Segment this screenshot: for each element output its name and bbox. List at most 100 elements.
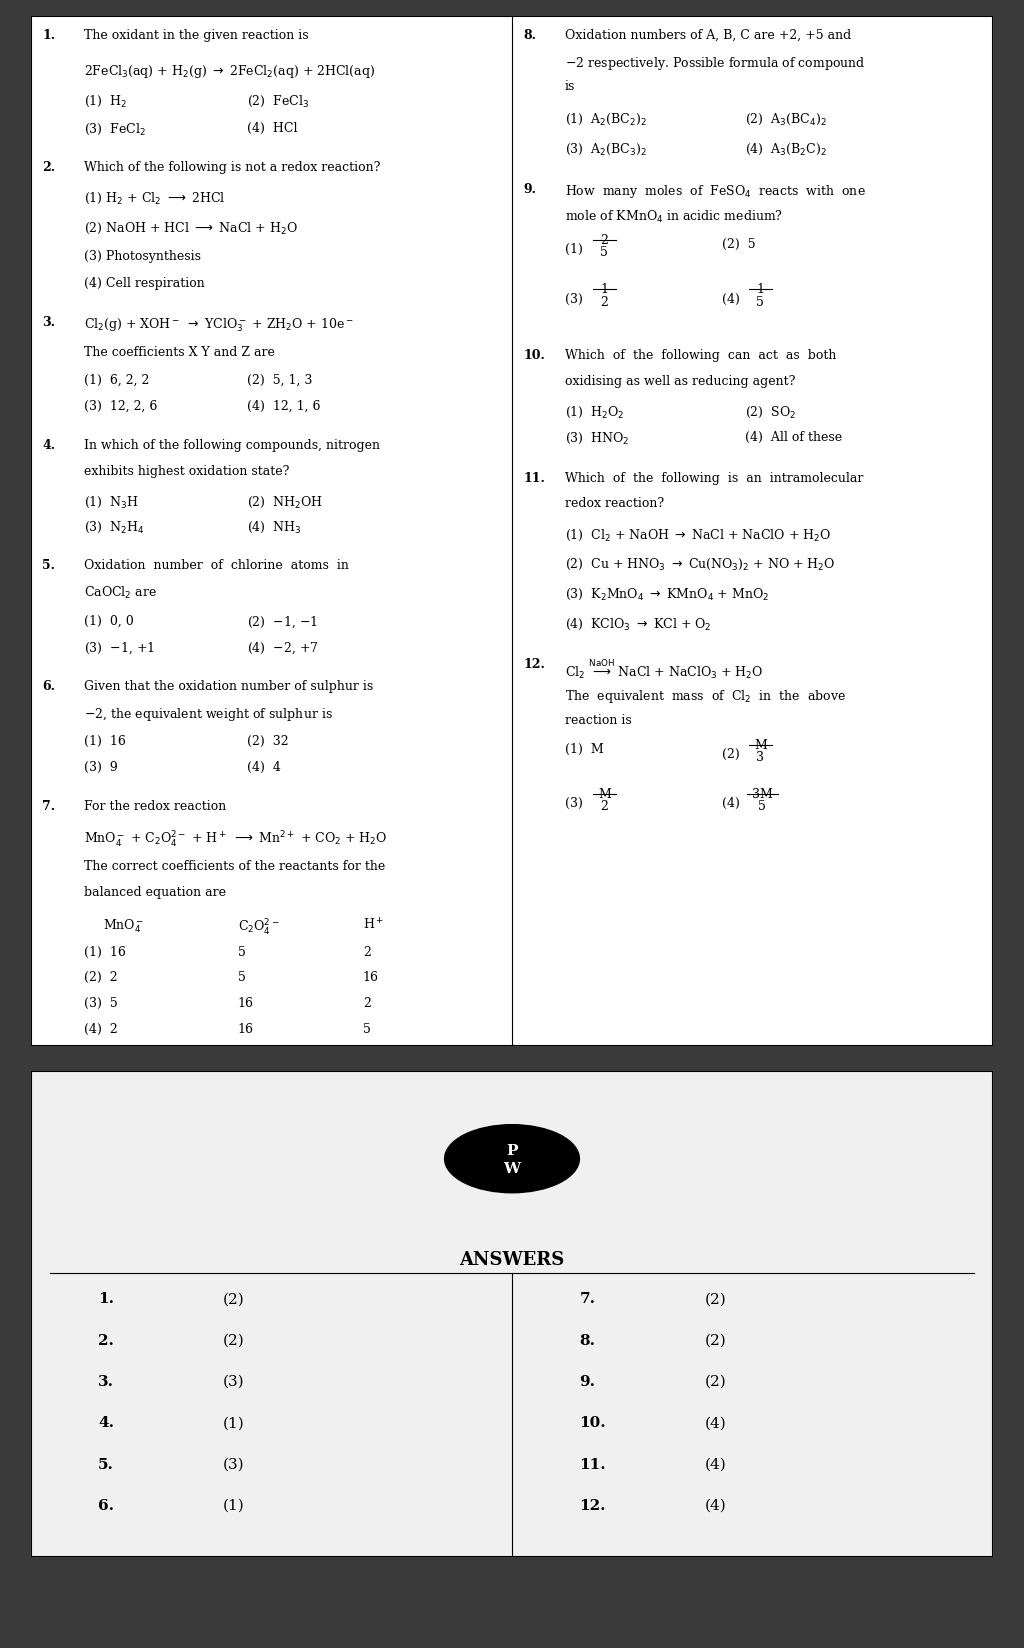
Text: (2)  NH$_2$OH: (2) NH$_2$OH [248, 494, 324, 509]
Text: P: P [506, 1144, 518, 1159]
Text: 12.: 12. [523, 658, 546, 671]
Text: (1): (1) [223, 1500, 245, 1513]
Text: (3)  5: (3) 5 [84, 997, 118, 1010]
Text: (4)  2: (4) 2 [84, 1023, 118, 1037]
Text: 5.: 5. [98, 1458, 114, 1472]
Text: 2: 2 [600, 295, 608, 308]
Text: (4)  KClO$_3$ $\rightarrow$ KCl + O$_2$: (4) KClO$_3$ $\rightarrow$ KCl + O$_2$ [565, 616, 712, 633]
Text: CaOCl$_2$ are: CaOCl$_2$ are [84, 585, 157, 602]
Text: 1.: 1. [98, 1292, 114, 1307]
Circle shape [444, 1124, 580, 1193]
Text: The  equivalent  mass  of  Cl$_2$  in  the  above: The equivalent mass of Cl$_2$ in the abo… [565, 689, 846, 705]
Text: (2) NaOH + HCl $\longrightarrow$ NaCl + H$_2$O: (2) NaOH + HCl $\longrightarrow$ NaCl + … [84, 221, 297, 236]
Text: (3): (3) [565, 798, 583, 811]
Text: (1)  16: (1) 16 [84, 946, 126, 959]
Text: (3)  HNO$_2$: (3) HNO$_2$ [565, 430, 630, 445]
Text: 5: 5 [600, 246, 608, 259]
Text: 16: 16 [362, 971, 379, 984]
Text: M: M [754, 738, 767, 751]
Text: 1.: 1. [42, 30, 55, 41]
Text: (4): (4) [705, 1458, 726, 1472]
Text: 12.: 12. [580, 1500, 606, 1513]
Text: (2): (2) [223, 1292, 245, 1307]
Text: (3)  FeCl$_2$: (3) FeCl$_2$ [84, 122, 145, 137]
Text: 11.: 11. [580, 1458, 606, 1472]
Text: (2)  A$_3$(BC$_4$)$_2$: (2) A$_3$(BC$_4$)$_2$ [744, 112, 827, 127]
Text: 2: 2 [600, 234, 608, 247]
Text: (4): (4) [722, 798, 739, 811]
Text: (1)  0, 0: (1) 0, 0 [84, 615, 133, 628]
Text: (1): (1) [565, 244, 583, 255]
Text: (3): (3) [223, 1374, 245, 1389]
Text: 2.: 2. [42, 162, 55, 173]
Text: (2): (2) [705, 1374, 726, 1389]
Text: W: W [504, 1162, 520, 1177]
Text: 5: 5 [362, 1023, 371, 1037]
Text: 4.: 4. [42, 438, 55, 452]
Text: 5: 5 [757, 295, 764, 308]
Text: 11.: 11. [523, 471, 546, 485]
Text: (4)  NH$_3$: (4) NH$_3$ [248, 521, 302, 536]
Text: (4)  HCl: (4) HCl [248, 122, 298, 135]
Text: 5: 5 [238, 971, 246, 984]
Text: The coefficients X Y and Z are: The coefficients X Y and Z are [84, 346, 274, 359]
FancyBboxPatch shape [31, 16, 993, 1046]
Text: (3)  $-$1, +1: (3) $-$1, +1 [84, 641, 155, 656]
Text: 1: 1 [600, 283, 608, 297]
Text: (4): (4) [705, 1500, 726, 1513]
Text: (1)  6, 2, 2: (1) 6, 2, 2 [84, 374, 150, 387]
Text: (4)  A$_3$(B$_2$C)$_2$: (4) A$_3$(B$_2$C)$_2$ [744, 142, 827, 157]
Text: (2)  FeCl$_3$: (2) FeCl$_3$ [248, 94, 309, 109]
Text: (3): (3) [565, 293, 583, 305]
Text: Which  of  the  following  can  act  as  both: Which of the following can act as both [565, 349, 837, 363]
Text: (2)  $-$1, $-$1: (2) $-$1, $-$1 [248, 615, 318, 631]
Text: (2): (2) [705, 1292, 726, 1307]
Text: exhibits highest oxidation state?: exhibits highest oxidation state? [84, 465, 289, 478]
Text: For the redox reaction: For the redox reaction [84, 801, 226, 814]
Text: Given that the oxidation number of sulphur is: Given that the oxidation number of sulph… [84, 681, 373, 692]
Text: 16: 16 [238, 1023, 254, 1037]
Text: 2FeCl$_3$(aq) + H$_2$(g) $\rightarrow$ 2FeCl$_2$(aq) + 2HCl(aq): 2FeCl$_3$(aq) + H$_2$(g) $\rightarrow$ 2… [84, 63, 375, 79]
Text: (3)  12, 2, 6: (3) 12, 2, 6 [84, 400, 157, 412]
Text: (2)  5, 1, 3: (2) 5, 1, 3 [248, 374, 312, 387]
Text: 2: 2 [600, 801, 608, 814]
Text: The oxidant in the given reaction is: The oxidant in the given reaction is [84, 30, 308, 41]
Text: (3)  9: (3) 9 [84, 761, 118, 775]
Text: (4): (4) [705, 1416, 726, 1430]
Text: (1) H$_2$ + Cl$_2$ $\longrightarrow$ 2HCl: (1) H$_2$ + Cl$_2$ $\longrightarrow$ 2HC… [84, 191, 225, 206]
Text: In which of the following compounds, nitrogen: In which of the following compounds, nit… [84, 438, 380, 452]
Text: 7.: 7. [580, 1292, 595, 1307]
Text: (4): (4) [722, 293, 739, 305]
Text: (2)  5: (2) 5 [722, 237, 756, 250]
Text: (4)  All of these: (4) All of these [744, 430, 842, 443]
Text: (2)  Cu + HNO$_3$ $\rightarrow$ Cu(NO$_3$)$_2$ + NO + H$_2$O: (2) Cu + HNO$_3$ $\rightarrow$ Cu(NO$_3$… [565, 557, 836, 572]
Text: 7.: 7. [42, 801, 55, 814]
Text: 3: 3 [757, 751, 764, 765]
Text: M: M [598, 788, 611, 801]
Text: (4)  4: (4) 4 [248, 761, 282, 775]
Text: balanced equation are: balanced equation are [84, 887, 225, 898]
Text: ANSWERS: ANSWERS [460, 1251, 564, 1269]
Text: (1): (1) [223, 1416, 245, 1430]
Text: 2.: 2. [98, 1333, 114, 1348]
Text: (3)  K$_2$MnO$_4$ $\rightarrow$ KMnO$_4$ + MnO$_2$: (3) K$_2$MnO$_4$ $\rightarrow$ KMnO$_4$ … [565, 587, 769, 602]
Text: 8.: 8. [523, 30, 537, 41]
Text: 10.: 10. [523, 349, 546, 363]
Text: Which of the following is not a redox reaction?: Which of the following is not a redox re… [84, 162, 380, 173]
Text: $-$2, the equivalent weight of sulphur is: $-$2, the equivalent weight of sulphur i… [84, 705, 333, 722]
Text: (4)  $-$2, +7: (4) $-$2, +7 [248, 641, 318, 656]
Text: (3)  N$_2$H$_4$: (3) N$_2$H$_4$ [84, 521, 144, 536]
Text: oxidising as well as reducing agent?: oxidising as well as reducing agent? [565, 376, 796, 387]
Text: (3) Photosynthesis: (3) Photosynthesis [84, 250, 201, 264]
Text: (2): (2) [705, 1333, 726, 1348]
Text: 6.: 6. [98, 1500, 114, 1513]
Text: 3.: 3. [98, 1374, 114, 1389]
Text: H$^+$: H$^+$ [362, 918, 384, 933]
Text: Cl$_2$ $\overset{\mathrm{NaOH}}{\longrightarrow}$ NaCl + NaClO$_3$ + H$_2$O: Cl$_2$ $\overset{\mathrm{NaOH}}{\longrig… [565, 658, 764, 682]
Text: The correct coefficients of the reactants for the: The correct coefficients of the reactant… [84, 860, 385, 873]
Text: 4.: 4. [98, 1416, 114, 1430]
Text: 3.: 3. [42, 316, 55, 330]
Text: (4)  12, 1, 6: (4) 12, 1, 6 [248, 400, 321, 412]
Text: Oxidation  number  of  chlorine  atoms  in: Oxidation number of chlorine atoms in [84, 559, 348, 572]
Text: Cl$_2$(g) + XOH$^-$ $\rightarrow$ YClO$_3^-$ + ZH$_2$O + 10e$^-$: Cl$_2$(g) + XOH$^-$ $\rightarrow$ YClO$_… [84, 316, 353, 333]
